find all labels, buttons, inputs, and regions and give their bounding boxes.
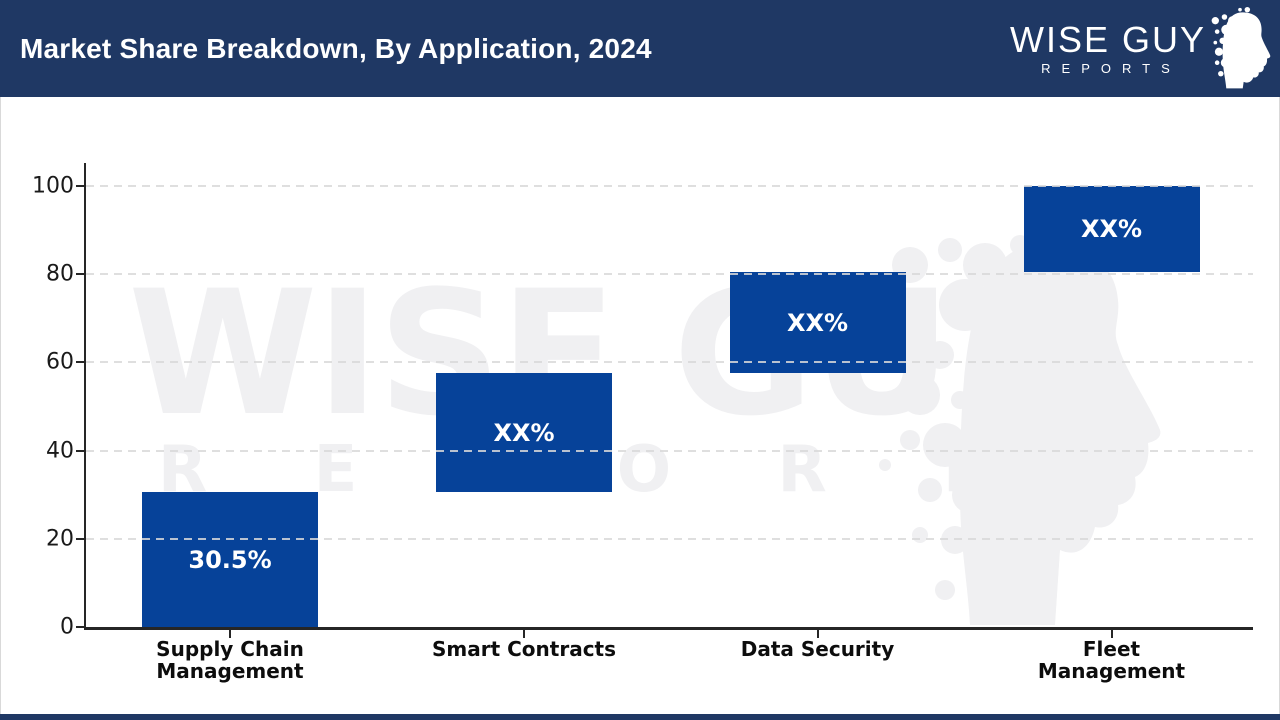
category-label-3: Data Security bbox=[740, 637, 895, 661]
x-tick-mark bbox=[229, 630, 231, 638]
bar-supply-chain-management[interactable] bbox=[142, 492, 318, 627]
header-bar: Market Share Breakdown, By Application, … bbox=[0, 0, 1280, 97]
gridline-y-60 bbox=[86, 361, 1253, 364]
bar-fleet-management[interactable] bbox=[1023, 186, 1200, 272]
y-axis-tick-label: 40 bbox=[46, 438, 74, 464]
y-tick-mark bbox=[76, 537, 84, 540]
page-title: Market Share Breakdown, By Application, … bbox=[20, 32, 652, 64]
x-tick-mark bbox=[523, 630, 525, 638]
logo-reports-text: REPORTS bbox=[1041, 61, 1181, 76]
x-tick-mark bbox=[1110, 630, 1113, 638]
gridline-y-40 bbox=[86, 449, 1253, 452]
footer-bar bbox=[0, 714, 1280, 720]
bar-value-label: 30.5% bbox=[188, 545, 272, 574]
y-axis-tick-label: 100 bbox=[32, 173, 74, 199]
x-axis-spine bbox=[84, 627, 1253, 630]
y-axis-tick-label: 80 bbox=[46, 261, 74, 287]
wiseguy-face-logo-icon bbox=[1211, 6, 1271, 88]
bar-smart-contracts[interactable] bbox=[436, 373, 612, 493]
left-edge-border bbox=[0, 97, 1, 714]
logo-wiseguy-text: WISE GUY bbox=[1009, 19, 1206, 60]
y-tick-mark bbox=[76, 626, 84, 628]
y-tick-mark bbox=[76, 185, 84, 187]
category-label-2: Smart Contracts bbox=[431, 637, 617, 661]
bar-value-label: XX% bbox=[493, 418, 555, 447]
y-axis-tick-label: 0 bbox=[60, 614, 74, 640]
wiseguy-logo: WISE GUY REPORTS bbox=[1010, 6, 1272, 92]
wiseguy-face-watermark-icon bbox=[875, 217, 1161, 625]
x-tick-mark bbox=[816, 630, 819, 638]
category-label-1: Supply Chain Management bbox=[156, 637, 304, 683]
y-tick-mark bbox=[76, 273, 84, 276]
y-axis-tick-label: 20 bbox=[46, 526, 74, 552]
bar-data-security[interactable] bbox=[729, 271, 906, 374]
bar-value-label: XX% bbox=[786, 308, 849, 337]
gridline-y-100 bbox=[86, 185, 1253, 187]
y-axis-spine bbox=[84, 163, 86, 630]
gridline-y-20 bbox=[86, 537, 1253, 540]
y-tick-mark bbox=[76, 449, 84, 452]
gridline-y-80 bbox=[86, 273, 1253, 276]
category-label-4: Fleet Management bbox=[1037, 637, 1186, 683]
y-tick-mark bbox=[76, 361, 84, 364]
bar-value-label: XX% bbox=[1080, 214, 1143, 243]
y-axis-tick-label: 60 bbox=[46, 349, 74, 375]
